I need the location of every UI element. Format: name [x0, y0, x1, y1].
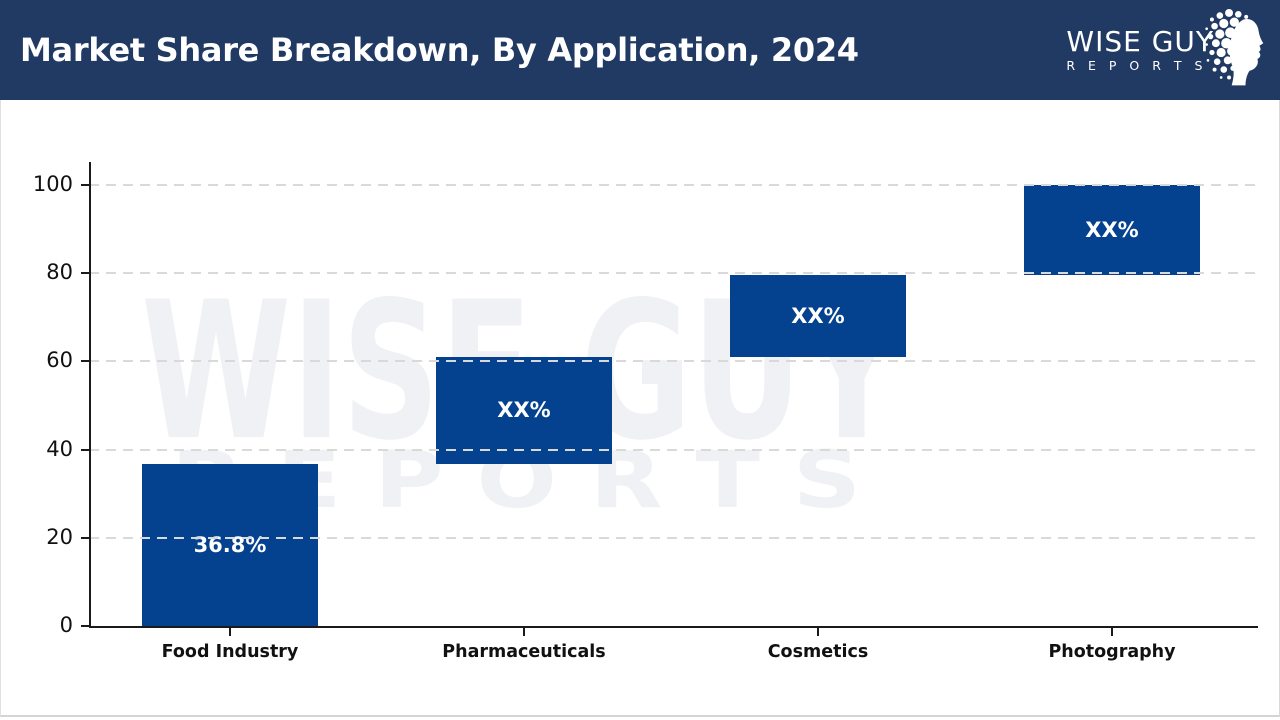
- y-tick-label: 20: [46, 524, 73, 549]
- y-tick: [81, 625, 89, 627]
- report-header: Market Share Breakdown, By Application, …: [0, 0, 1280, 100]
- x-category-label: Cosmetics: [767, 642, 869, 662]
- gridline-20: [89, 536, 1258, 539]
- chart-panel: WISE GUY R E P O R T S 36.8% Food Industr…: [0, 100, 1280, 717]
- x-axis-line: [89, 626, 1258, 628]
- y-tick: [81, 272, 89, 275]
- bar-value-label: XX%: [1085, 218, 1139, 243]
- bar-cosmetics: XX%: [730, 275, 906, 357]
- x-category-label: Photography: [1048, 642, 1176, 662]
- bar-value-label: XX%: [497, 398, 551, 423]
- logo-text: WISE GUY R E P O R T S: [1066, 25, 1214, 74]
- x-tick: [229, 628, 231, 636]
- y-tick-label: 40: [46, 436, 73, 461]
- gridline-60: [89, 360, 1258, 363]
- y-tick-label: 0: [59, 613, 73, 637]
- y-tick: [81, 184, 89, 186]
- x-category-label: Food Industry: [161, 642, 299, 662]
- gridline-100: [89, 184, 1258, 186]
- x-tick: [1111, 628, 1113, 636]
- y-tick-label: 100: [32, 172, 73, 196]
- x-tick: [817, 628, 819, 636]
- x-tick: [523, 628, 525, 636]
- bar-value-label: XX%: [791, 304, 845, 329]
- y-tick: [81, 360, 89, 363]
- page-title: Market Share Breakdown, By Application, …: [20, 31, 859, 69]
- bar-pharmaceuticals: XX%: [436, 356, 612, 464]
- bar-photography: XX%: [1024, 185, 1200, 276]
- y-tick: [81, 448, 89, 451]
- wise-guy-logo: WISE GUY R E P O R T S: [1066, 13, 1266, 88]
- x-category-label: Pharmaceuticals: [442, 642, 606, 662]
- y-tick-label: 60: [46, 348, 73, 373]
- dotted-head-logo-icon: [1200, 9, 1266, 88]
- y-axis-line: [89, 162, 91, 628]
- bar-food-industry: 36.8%: [142, 463, 318, 626]
- gridline-40: [89, 448, 1258, 451]
- logo-name: WISE GUY: [1066, 25, 1214, 58]
- gridline-80: [89, 272, 1258, 275]
- y-tick: [81, 536, 89, 539]
- y-tick-label: 80: [46, 260, 73, 285]
- logo-subtitle: R E P O R T S: [1066, 58, 1207, 73]
